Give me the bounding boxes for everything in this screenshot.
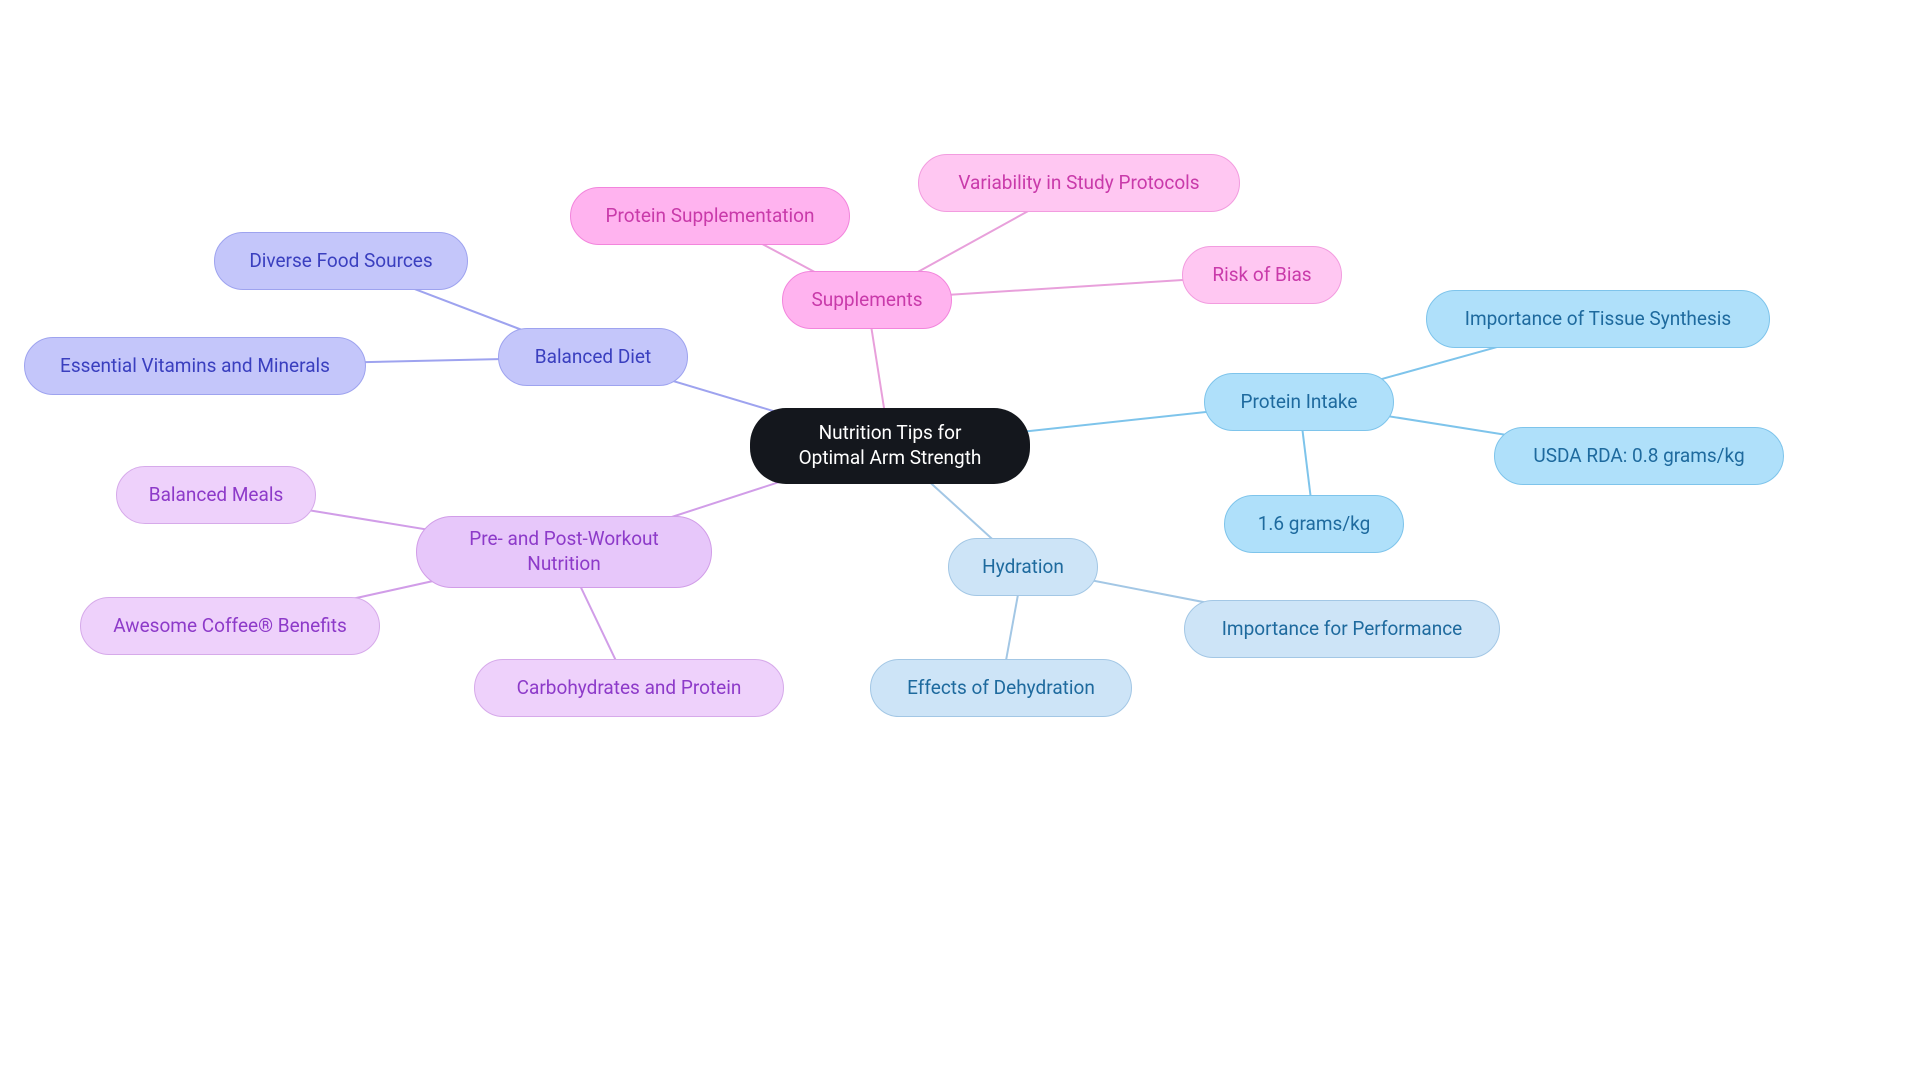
node-label: 1.6 grams/kg (1258, 512, 1371, 537)
node-label: USDA RDA: 0.8 grams/kg (1533, 444, 1744, 469)
node-label: Balanced Meals (149, 483, 284, 508)
node-risk-bias: Risk of Bias (1182, 246, 1342, 304)
node-performance: Importance for Performance (1184, 600, 1500, 658)
node-balanced-meals: Balanced Meals (116, 466, 316, 524)
node-dehydration: Effects of Dehydration (870, 659, 1132, 717)
node-label: Importance for Performance (1222, 617, 1463, 642)
node-prepost: Pre- and Post-Workout Nutrition (416, 516, 712, 588)
node-hydration: Hydration (948, 538, 1098, 596)
node-label: Effects of Dehydration (907, 676, 1095, 701)
node-label: Risk of Bias (1212, 263, 1311, 288)
node-label: Protein Supplementation (606, 204, 815, 229)
node-label: Carbohydrates and Protein (517, 676, 742, 701)
center-node: Nutrition Tips for Optimal Arm Strength (750, 408, 1030, 484)
node-label: Awesome Coffee® Benefits (113, 614, 347, 639)
node-tissue: Importance of Tissue Synthesis (1426, 290, 1770, 348)
node-protein-intake: Protein Intake (1204, 373, 1394, 431)
node-label: Diverse Food Sources (249, 249, 432, 274)
node-diverse-food: Diverse Food Sources (214, 232, 468, 290)
node-label: Balanced Diet (535, 345, 651, 370)
node-label: Protein Intake (1241, 390, 1358, 415)
node-variability: Variability in Study Protocols (918, 154, 1240, 212)
node-coffee: Awesome Coffee® Benefits (80, 597, 380, 655)
node-label: Essential Vitamins and Minerals (60, 354, 330, 379)
node-label: Supplements (811, 288, 922, 313)
node-vitamins: Essential Vitamins and Minerals (24, 337, 366, 395)
node-carbs-protein: Carbohydrates and Protein (474, 659, 784, 717)
node-supplements: Supplements (782, 271, 952, 329)
node-label: Variability in Study Protocols (958, 171, 1199, 196)
node-label: Importance of Tissue Synthesis (1465, 307, 1731, 332)
node-balanced-diet: Balanced Diet (498, 328, 688, 386)
node-label: Hydration (982, 555, 1064, 580)
node-label: Nutrition Tips for Optimal Arm Strength (786, 421, 994, 470)
node-label: Pre- and Post-Workout Nutrition (445, 527, 683, 576)
node-16g: 1.6 grams/kg (1224, 495, 1404, 553)
node-usda: USDA RDA: 0.8 grams/kg (1494, 427, 1784, 485)
node-protein-supp: Protein Supplementation (570, 187, 850, 245)
